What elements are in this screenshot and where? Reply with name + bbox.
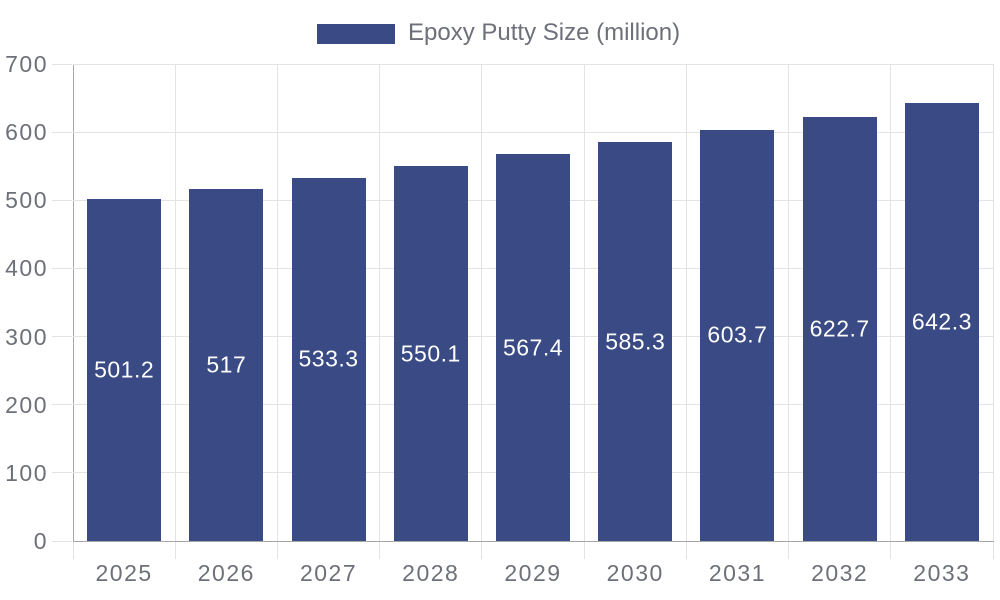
bar-value-label: 567.4 [502, 334, 564, 361]
y-axis-tick-label: 100 [5, 459, 48, 486]
x-axis-label: 2027 [299, 560, 358, 586]
x-axis-label: 2033 [913, 560, 971, 586]
bar-value-label: 642.3 [911, 308, 972, 335]
y-axis-tick [52, 404, 72, 406]
y-axis-tick [52, 199, 72, 201]
bar-value-label: 533.3 [298, 345, 359, 372]
x-axis-tick [481, 542, 483, 559]
y-axis-tick [52, 131, 72, 133]
gridline-vertical [276, 64, 278, 541]
y-axis-tick-label: 300 [5, 323, 48, 350]
x-axis-label: 2032 [811, 560, 869, 586]
x-axis-tick [890, 542, 892, 559]
gridline-vertical [890, 64, 892, 541]
bar[interactable]: 550.1 [393, 166, 468, 541]
gridline-vertical [685, 64, 687, 541]
gridline-vertical [379, 64, 381, 541]
y-axis-tick [52, 267, 72, 269]
gridline-vertical [992, 64, 994, 541]
x-axis-tick [276, 542, 278, 559]
x-axis-tick [174, 542, 176, 559]
legend-item[interactable]: Epoxy Putty Size (million) [317, 19, 680, 47]
bar-value-label: 550.1 [400, 340, 461, 367]
x-axis-tick [685, 542, 687, 559]
bar[interactable]: 533.3 [291, 177, 366, 541]
bar[interactable]: 622.7 [802, 116, 877, 541]
legend-label: Epoxy Putty Size (million) [408, 19, 681, 46]
gridline-vertical [583, 64, 585, 541]
gridline-horizontal [73, 131, 993, 133]
x-axis-line [73, 541, 994, 542]
bar[interactable]: 501.2 [87, 199, 162, 541]
x-axis-label: 2029 [504, 560, 562, 586]
x-axis-tick [992, 542, 994, 559]
y-axis-tick-label: 500 [5, 187, 48, 214]
y-axis-line [73, 64, 74, 558]
bar-value-label: 622.7 [809, 315, 870, 342]
x-axis-label: 2030 [606, 560, 664, 586]
y-axis-tick-label: 400 [5, 255, 48, 282]
legend-swatch [317, 24, 395, 44]
x-axis-tick [72, 542, 74, 559]
bar-value-label: 603.7 [707, 321, 768, 348]
x-axis-tick [379, 542, 381, 559]
bar-value-label: 517 [206, 351, 247, 378]
bar-value-label: 585.3 [605, 328, 666, 355]
y-axis-tick-label: 700 [5, 51, 48, 77]
bar[interactable]: 642.3 [904, 103, 979, 541]
y-axis-tick-label: 600 [5, 119, 48, 146]
y-axis-tick [52, 540, 72, 542]
gridline-vertical [788, 64, 790, 541]
gridline-vertical [174, 64, 176, 541]
x-axis-label: 2026 [197, 560, 255, 586]
x-axis-tick [788, 542, 790, 559]
bar[interactable]: 585.3 [598, 142, 673, 541]
plot-area: 0 100 200 300 400 500 600 700 501.2 2025 517 2026 53… [5, 52, 994, 586]
y-axis-tick [52, 336, 72, 338]
y-axis-tick [52, 63, 72, 65]
x-axis-label: 2031 [708, 560, 767, 586]
bar[interactable]: 567.4 [496, 154, 570, 541]
bar[interactable]: 603.7 [700, 129, 775, 541]
gridline-vertical [481, 64, 483, 541]
y-axis-tick-label: 200 [5, 391, 48, 418]
bar[interactable]: 517 [189, 188, 264, 541]
gridline-horizontal [73, 63, 993, 65]
y-axis-tick [52, 472, 72, 474]
x-axis-label: 2028 [402, 560, 460, 586]
bar-value-label: 501.2 [94, 356, 155, 383]
x-axis-label: 2025 [95, 560, 153, 586]
y-axis-tick-label: 0 [33, 528, 48, 554]
x-axis-tick [583, 542, 585, 559]
